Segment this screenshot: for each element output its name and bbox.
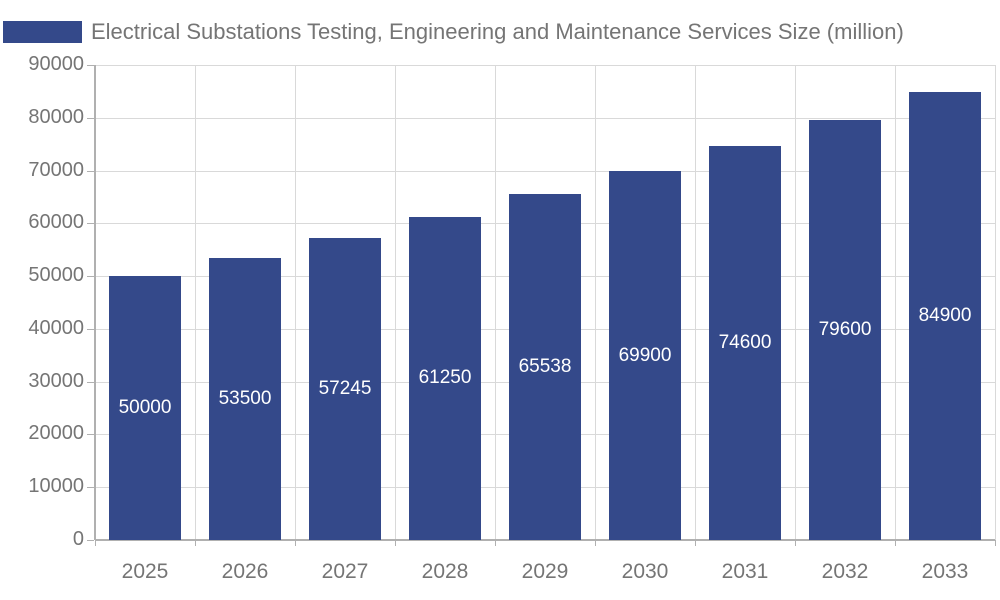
x-axis-label: 2032 bbox=[821, 560, 869, 583]
legend-swatch[interactable] bbox=[3, 21, 82, 43]
x-axis-tick bbox=[595, 540, 596, 546]
v-gridline bbox=[595, 65, 596, 540]
x-axis-tick bbox=[195, 540, 196, 546]
x-axis-tick bbox=[395, 540, 396, 546]
y-axis-label: 50000 bbox=[28, 264, 84, 287]
y-axis-label: 40000 bbox=[28, 316, 84, 339]
bar-2029 bbox=[509, 194, 581, 540]
x-axis-tick bbox=[795, 540, 796, 546]
y-axis-line bbox=[94, 65, 96, 540]
y-axis-tick bbox=[87, 65, 94, 66]
y-axis-tick bbox=[87, 276, 94, 278]
bar-2025 bbox=[109, 276, 181, 540]
bar-value-label: 84900 bbox=[918, 304, 972, 326]
bar-2030 bbox=[609, 171, 681, 540]
y-axis-label: 60000 bbox=[28, 211, 84, 234]
x-axis-label: 2025 bbox=[121, 560, 169, 583]
bar-2031 bbox=[709, 146, 781, 540]
x-axis-tick bbox=[95, 540, 96, 546]
x-axis-label: 2030 bbox=[621, 560, 669, 583]
x-axis-label: 2033 bbox=[921, 560, 969, 583]
bar-2032 bbox=[809, 119, 881, 540]
h-gridline bbox=[95, 117, 995, 119]
v-gridline bbox=[695, 65, 696, 540]
bar-2027 bbox=[309, 237, 381, 540]
bar-value-label: 53500 bbox=[218, 387, 272, 409]
x-axis-label: 2028 bbox=[421, 560, 469, 583]
h-gridline bbox=[95, 170, 995, 172]
y-axis-tick bbox=[87, 381, 94, 383]
bar-2033 bbox=[909, 91, 981, 540]
x-axis-label: 2031 bbox=[721, 560, 769, 583]
x-axis-line bbox=[95, 539, 995, 541]
y-axis-label: 0 bbox=[72, 528, 84, 550]
y-axis-tick bbox=[87, 540, 94, 541]
y-axis-label: 30000 bbox=[28, 369, 84, 392]
y-axis-label: 70000 bbox=[28, 158, 84, 181]
bar-value-label: 57245 bbox=[318, 377, 372, 399]
v-gridline bbox=[395, 65, 396, 540]
y-axis-tick bbox=[87, 170, 94, 172]
bar-value-label: 65538 bbox=[518, 356, 572, 378]
y-axis-tick bbox=[87, 487, 94, 489]
x-axis-label: 2027 bbox=[321, 560, 369, 583]
v-gridline bbox=[995, 65, 996, 540]
bar-value-label: 74600 bbox=[718, 332, 772, 354]
v-gridline bbox=[495, 65, 496, 540]
y-axis-label: 20000 bbox=[28, 422, 84, 445]
y-axis-label: 90000 bbox=[28, 53, 84, 75]
bar-value-label: 69900 bbox=[618, 344, 672, 366]
y-axis-tick bbox=[87, 434, 94, 436]
bar-value-label: 79600 bbox=[818, 318, 872, 340]
v-gridline bbox=[795, 65, 796, 540]
h-gridline bbox=[95, 65, 995, 66]
x-axis-label: 2029 bbox=[521, 560, 569, 583]
x-axis-tick bbox=[895, 540, 896, 546]
x-axis-label: 2026 bbox=[221, 560, 269, 583]
y-axis-tick bbox=[87, 117, 94, 119]
x-axis-tick bbox=[295, 540, 296, 546]
x-axis-tick bbox=[995, 540, 996, 546]
bar-value-label: 61250 bbox=[418, 367, 472, 389]
y-axis-label: 10000 bbox=[28, 475, 84, 498]
y-axis-tick bbox=[87, 328, 94, 330]
v-gridline bbox=[295, 65, 296, 540]
x-axis-tick bbox=[495, 540, 496, 546]
y-axis-label: 80000 bbox=[28, 105, 84, 128]
v-gridline bbox=[195, 65, 196, 540]
x-axis-tick bbox=[695, 540, 696, 546]
y-axis-tick bbox=[87, 223, 94, 225]
bar-value-label: 50000 bbox=[118, 397, 172, 419]
bar-2026 bbox=[209, 257, 281, 540]
v-gridline bbox=[895, 65, 896, 540]
bar-2028 bbox=[409, 216, 481, 540]
chart-title: Electrical Substations Testing, Engineer… bbox=[91, 19, 904, 44]
